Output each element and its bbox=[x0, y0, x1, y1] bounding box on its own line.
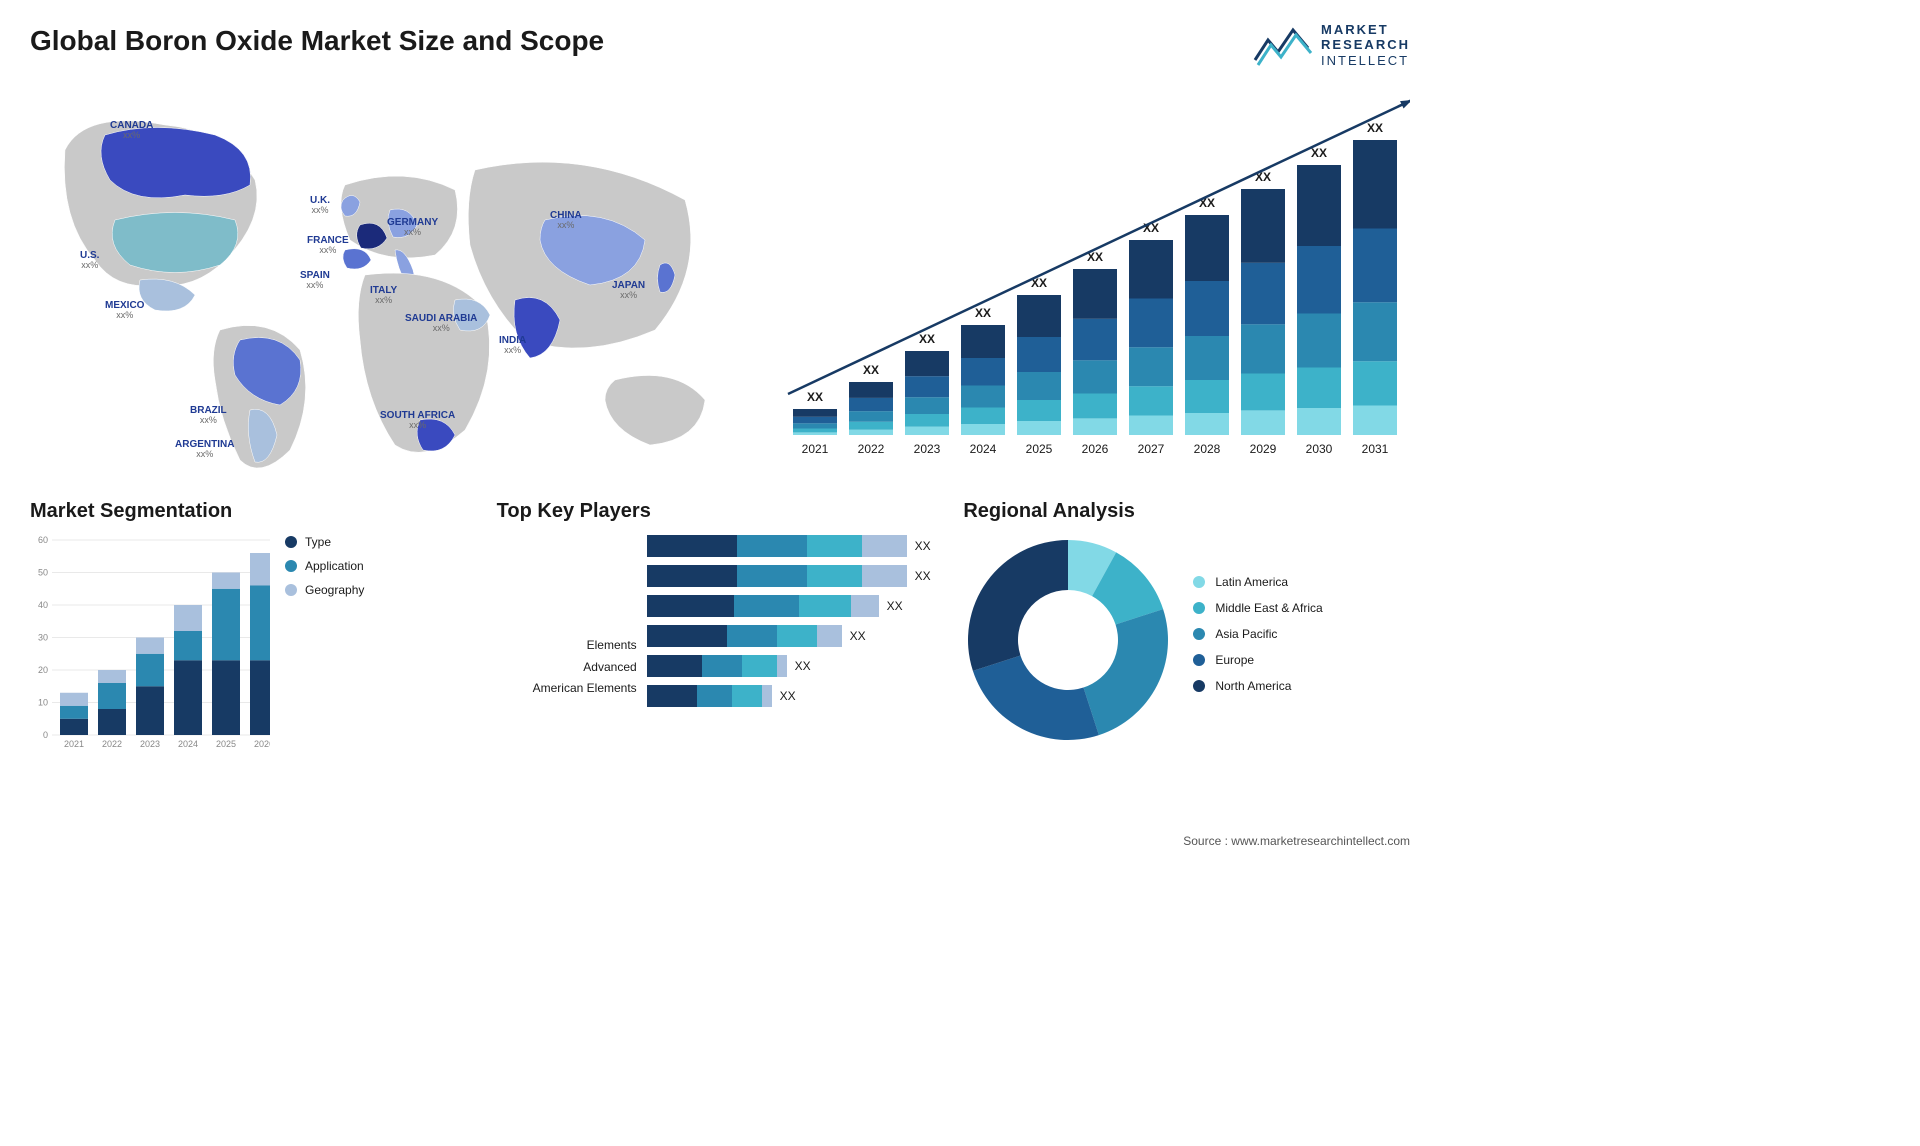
legend-item: Asia Pacific bbox=[1193, 627, 1322, 641]
logo-text: MARKET RESEARCH INTELLECT bbox=[1321, 22, 1410, 69]
legend-item: Europe bbox=[1193, 653, 1322, 667]
source-text: Source : www.marketresearchintellect.com bbox=[1183, 834, 1410, 848]
svg-text:2028: 2028 bbox=[1194, 442, 1221, 456]
map-label: CHINAxx% bbox=[550, 210, 582, 231]
regional-legend: Latin America Middle East & Africa Asia Pa… bbox=[1193, 575, 1322, 705]
segmentation-legend: Type Application Geography bbox=[285, 535, 364, 755]
players-title: Top Key Players bbox=[497, 500, 944, 523]
legend-item: North America bbox=[1193, 679, 1322, 693]
svg-text:XX: XX bbox=[807, 390, 823, 404]
map-label: GERMANYxx% bbox=[387, 217, 438, 238]
svg-text:XX: XX bbox=[1311, 146, 1327, 160]
segmentation-svg: 0 10 20 30 40 50 60 2021 2022 2023 2024 2025 2026 bbox=[30, 535, 270, 755]
svg-text:XX: XX bbox=[1367, 121, 1383, 135]
legend-item: Latin America bbox=[1193, 575, 1322, 589]
svg-text:10: 10 bbox=[38, 698, 48, 708]
player-row: XX bbox=[647, 565, 944, 587]
svg-text:30: 30 bbox=[38, 633, 48, 643]
legend-item: Type bbox=[285, 535, 364, 549]
svg-text:XX: XX bbox=[919, 332, 935, 346]
map-label: INDIAxx% bbox=[499, 335, 526, 356]
svg-text:2025: 2025 bbox=[1026, 442, 1053, 456]
header: Global Boron Oxide Market Size and Scope… bbox=[30, 20, 1410, 70]
svg-text:2025: 2025 bbox=[216, 739, 236, 749]
player-label: American Elements bbox=[497, 678, 637, 700]
svg-text:2023: 2023 bbox=[914, 442, 941, 456]
svg-text:0: 0 bbox=[43, 730, 48, 740]
page-title: Global Boron Oxide Market Size and Scope bbox=[30, 25, 604, 57]
svg-text:2021: 2021 bbox=[64, 739, 84, 749]
map-label: BRAZILxx% bbox=[190, 405, 227, 426]
player-row: XX bbox=[647, 535, 944, 557]
svg-text:40: 40 bbox=[38, 600, 48, 610]
player-label: Advanced bbox=[497, 657, 637, 679]
donut-chart bbox=[963, 535, 1173, 745]
growth-chart: XX2021XX2022XX2023XX2024XX2025XX2026XX20… bbox=[770, 90, 1410, 470]
map-label: U.K.xx% bbox=[310, 195, 330, 216]
svg-text:60: 60 bbox=[38, 535, 48, 545]
map-label: SOUTH AFRICAxx% bbox=[380, 410, 455, 431]
map-label: JAPANxx% bbox=[612, 280, 645, 301]
svg-text:20: 20 bbox=[38, 665, 48, 675]
infographic-container: Global Boron Oxide Market Size and Scope… bbox=[0, 0, 1440, 860]
player-row: XX bbox=[647, 685, 944, 707]
svg-text:2029: 2029 bbox=[1250, 442, 1277, 456]
regional-panel: Regional Analysis Latin America Middle Ea… bbox=[963, 500, 1410, 755]
svg-text:2022: 2022 bbox=[102, 739, 122, 749]
player-row: XX bbox=[647, 625, 944, 647]
growth-chart-svg: XX2021XX2022XX2023XX2024XX2025XX2026XX20… bbox=[770, 90, 1410, 470]
map-label: ITALYxx% bbox=[370, 285, 397, 306]
map-label: SPAINxx% bbox=[300, 270, 330, 291]
svg-text:2026: 2026 bbox=[1082, 442, 1109, 456]
svg-text:XX: XX bbox=[863, 363, 879, 377]
svg-text:2031: 2031 bbox=[1362, 442, 1389, 456]
legend-item: Middle East & Africa bbox=[1193, 601, 1322, 615]
segmentation-panel: Market Segmentation 0 10 20 30 40 50 60 2021 202… bbox=[30, 500, 477, 755]
players-labels: ElementsAdvancedAmerican Elements bbox=[497, 535, 637, 715]
legend-item: Application bbox=[285, 559, 364, 573]
map-label: CANADAxx% bbox=[110, 120, 153, 141]
map-label: FRANCExx% bbox=[307, 235, 349, 256]
map-label: MEXICOxx% bbox=[105, 300, 144, 321]
logo-icon bbox=[1253, 20, 1313, 70]
player-row: XX bbox=[647, 655, 944, 677]
svg-text:2030: 2030 bbox=[1306, 442, 1333, 456]
svg-text:2024: 2024 bbox=[178, 739, 198, 749]
svg-text:50: 50 bbox=[38, 568, 48, 578]
world-map: CANADAxx% U.S.xx% MEXICOxx% BRAZILxx% ARGENT… bbox=[30, 90, 740, 470]
map-label: U.S.xx% bbox=[80, 250, 99, 271]
player-label: Elements bbox=[497, 635, 637, 657]
brand-logo: MARKET RESEARCH INTELLECT bbox=[1253, 20, 1410, 70]
svg-text:2021: 2021 bbox=[802, 442, 829, 456]
svg-text:2024: 2024 bbox=[970, 442, 997, 456]
svg-text:2026: 2026 bbox=[254, 739, 270, 749]
segmentation-chart: 0 10 20 30 40 50 60 2021 2022 2023 2024 2025 2026 bbox=[30, 535, 270, 755]
svg-text:2022: 2022 bbox=[858, 442, 885, 456]
svg-text:XX: XX bbox=[975, 306, 991, 320]
segmentation-title: Market Segmentation bbox=[30, 500, 477, 523]
player-row: XX bbox=[647, 595, 944, 617]
svg-text:2023: 2023 bbox=[140, 739, 160, 749]
map-label: ARGENTINAxx% bbox=[175, 439, 234, 460]
legend-item: Geography bbox=[285, 583, 364, 597]
players-bars: XX XX XX XX XX XX bbox=[647, 535, 944, 715]
map-label: SAUDI ARABIAxx% bbox=[405, 313, 477, 334]
svg-text:2027: 2027 bbox=[1138, 442, 1165, 456]
players-panel: Top Key Players ElementsAdvancedAmerican… bbox=[497, 500, 944, 755]
regional-title: Regional Analysis bbox=[963, 500, 1410, 523]
